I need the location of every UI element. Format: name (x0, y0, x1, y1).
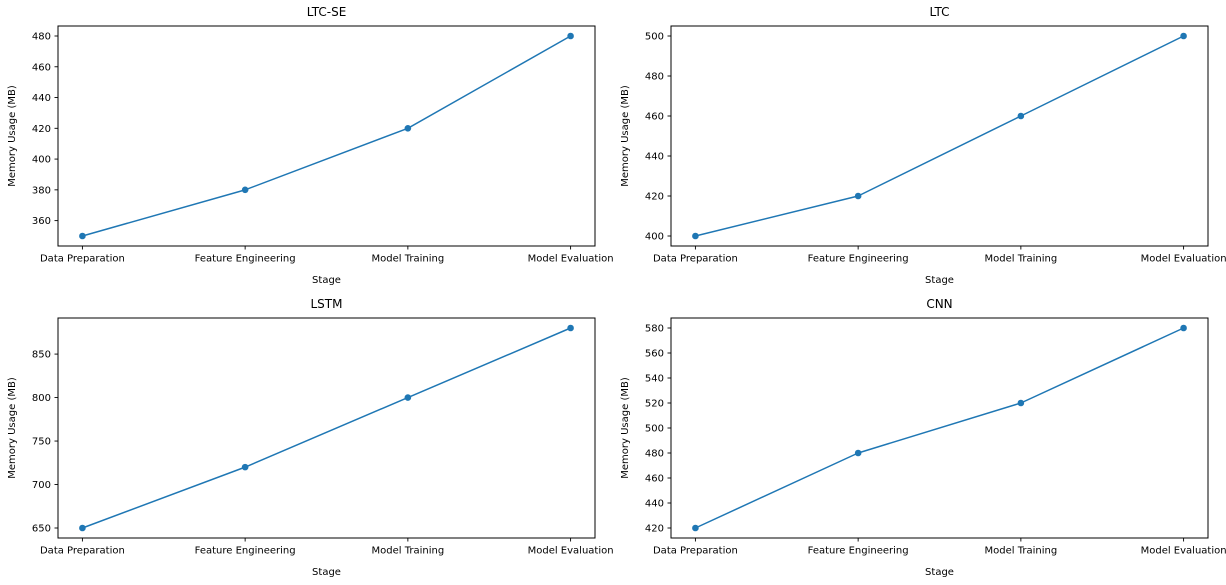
chart-title: LTC-SE (307, 5, 347, 19)
data-point-marker (404, 125, 412, 132)
y-tick-label: 460 (645, 474, 664, 485)
y-tick-label: 560 (645, 349, 664, 360)
y-tick-label: 540 (645, 374, 664, 385)
y-tick-label: 460 (645, 112, 664, 123)
y-tick-label: 420 (645, 524, 664, 535)
y-tick-label: 440 (645, 499, 664, 510)
y-tick-label: 500 (645, 32, 664, 43)
data-point-marker (854, 449, 862, 457)
y-tick-label: 400 (645, 232, 664, 243)
y-tick-label: 420 (645, 192, 664, 203)
data-point-marker (1180, 32, 1187, 40)
x-tick-label: Data Preparation (40, 254, 125, 265)
x-axis-label: Stage (925, 275, 954, 286)
data-point-marker (692, 232, 699, 240)
x-tick-label: Data Preparation (40, 546, 125, 557)
chart-title: CNN (926, 297, 952, 311)
plot-border (57, 317, 596, 539)
y-tick-label: 850 (32, 350, 51, 361)
y-tick-label: 650 (32, 524, 51, 535)
y-tick-label: 440 (645, 152, 664, 163)
y-tick-label: 800 (32, 393, 51, 404)
x-tick-label: Feature Engineering (808, 254, 909, 265)
x-tick-label: Data Preparation (653, 546, 738, 557)
y-axis-label: Memory Usage (MB) (620, 377, 631, 479)
chart-cnn: 420 440 460 480 500 520 540 560 580 Data Preparat… (613, 292, 1226, 584)
x-tick-label: Feature Engineering (195, 546, 296, 557)
plot-border (670, 25, 1209, 247)
x-tick-label: Model Evaluation (1141, 546, 1226, 557)
data-point-marker (241, 186, 249, 194)
y-tick-label: 750 (32, 437, 51, 448)
y-tick-label: 440 (32, 93, 51, 104)
y-tick-label: 480 (645, 449, 664, 460)
chart-title: LTC (929, 5, 949, 19)
chart-ltc-se: 360 380 400 420 440 460 480 Data Preparation Fea… (0, 0, 613, 292)
y-tick-label: 460 (32, 62, 51, 73)
plot-border (57, 25, 596, 247)
y-axis-label: Memory Usage (MB) (7, 377, 18, 479)
y-tick-label: 580 (645, 324, 664, 335)
series-line (82, 327, 571, 529)
series-line (695, 327, 1184, 529)
y-tick-label: 420 (32, 124, 51, 135)
data-point-marker (241, 463, 249, 471)
x-tick-label: Feature Engineering (808, 546, 909, 557)
x-tick-label: Feature Engineering (195, 254, 296, 265)
x-axis-label: Stage (312, 567, 341, 578)
chart-title: LSTM (311, 297, 343, 311)
data-point-marker (1017, 399, 1025, 407)
x-axis-label: Stage (925, 567, 954, 578)
data-point-marker (79, 524, 86, 532)
x-tick-label: Model Evaluation (1141, 254, 1226, 265)
x-tick-label: Model Evaluation (528, 546, 613, 557)
series-line (695, 35, 1184, 237)
data-point-marker (1017, 112, 1025, 120)
data-point-marker (404, 394, 412, 401)
line-chart-svg: 420 440 460 480 500 520 540 560 580 Data Preparat… (620, 297, 1226, 578)
x-tick-label: Model Evaluation (528, 254, 613, 265)
x-axis-label: Stage (312, 275, 341, 286)
x-tick-label: Data Preparation (653, 254, 738, 265)
y-tick-label: 700 (32, 480, 51, 491)
y-tick-label: 520 (645, 399, 664, 410)
y-tick-label: 380 (32, 185, 51, 196)
y-tick-label: 500 (645, 424, 664, 435)
data-point-marker (854, 192, 862, 200)
data-point-marker (1180, 324, 1187, 332)
data-point-marker (692, 524, 699, 532)
data-point-marker (79, 232, 86, 240)
data-point-marker (567, 32, 574, 40)
y-tick-label: 400 (32, 155, 51, 166)
line-chart-svg: 360 380 400 420 440 460 480 Data Preparation Fea… (7, 5, 613, 286)
y-axis-label: Memory Usage (MB) (620, 85, 631, 187)
x-tick-label: Model Training (372, 546, 445, 557)
chart-ltc: 400 420 440 460 480 500 Data Preparation Featur… (613, 0, 1226, 292)
y-axis-label: Memory Usage (MB) (7, 85, 18, 187)
line-chart-svg: 650 700 750 800 850 Data Preparation Feature E… (7, 297, 613, 578)
data-point-marker (567, 324, 574, 332)
x-tick-label: Model Training (372, 254, 445, 265)
y-tick-label: 480 (645, 72, 664, 83)
x-tick-label: Model Training (985, 254, 1058, 265)
y-tick-label: 480 (32, 32, 51, 43)
line-chart-svg: 400 420 440 460 480 500 Data Preparation Featur… (620, 5, 1226, 286)
series-line (82, 35, 571, 237)
chart-lstm: 650 700 750 800 850 Data Preparation Feature E… (0, 292, 613, 584)
y-tick-label: 360 (32, 216, 51, 227)
x-tick-label: Model Training (985, 546, 1058, 557)
